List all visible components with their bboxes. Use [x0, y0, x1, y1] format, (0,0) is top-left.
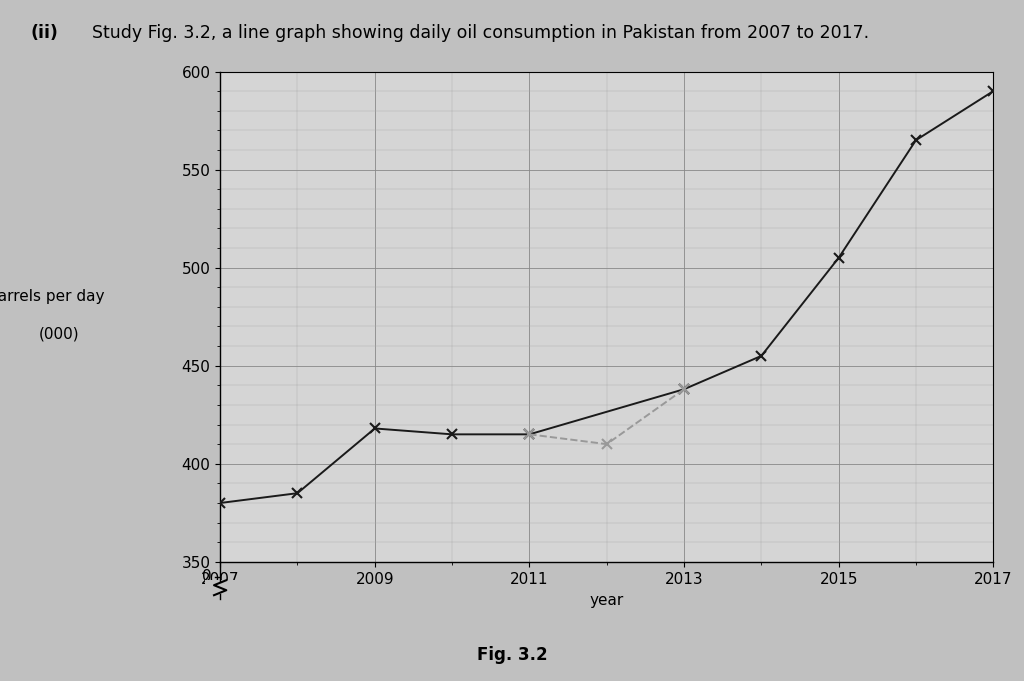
- Text: (ii): (ii): [31, 24, 58, 42]
- Text: barrels per day: barrels per day: [0, 289, 104, 304]
- Text: (000): (000): [39, 326, 80, 341]
- Text: Study Fig. 3.2, a line graph showing daily oil consumption in Pakistan from 2007: Study Fig. 3.2, a line graph showing dai…: [92, 24, 869, 42]
- Text: 0: 0: [203, 569, 212, 584]
- X-axis label: year: year: [590, 594, 624, 609]
- Text: Fig. 3.2: Fig. 3.2: [477, 646, 547, 664]
